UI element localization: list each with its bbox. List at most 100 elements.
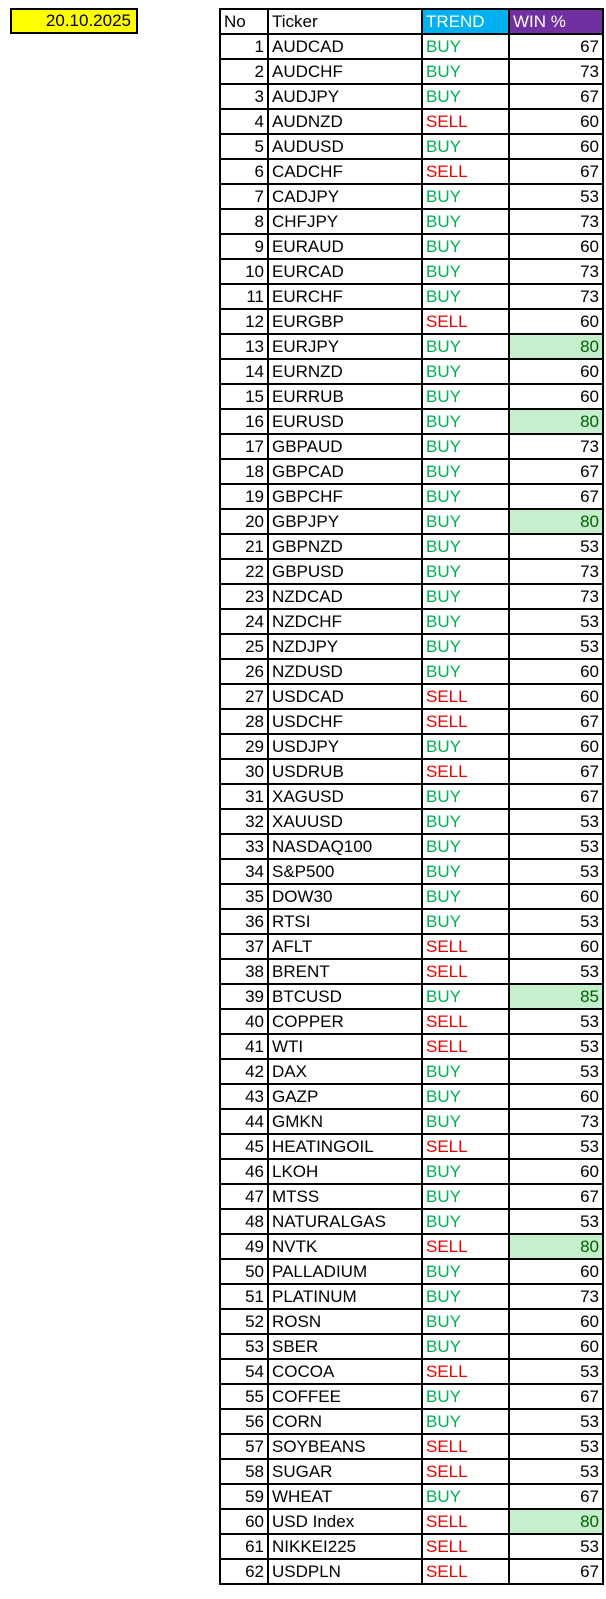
win-percent-cell: 67	[508, 758, 604, 785]
row-number-cell: 57	[219, 1433, 269, 1460]
trend-cell: BUY	[421, 1108, 510, 1135]
ticker-cell: AFLT	[267, 933, 423, 960]
table-row: 58 SUGAR SELL 53	[219, 1458, 604, 1485]
header-row: No Ticker TREND WIN %	[219, 8, 604, 35]
table-row: 36 RTSI BUY 53	[219, 908, 604, 935]
ticker-cell: NATURALGAS	[267, 1208, 423, 1235]
row-number-cell: 43	[219, 1083, 269, 1110]
table-row: 17 GBPAUD BUY 73	[219, 433, 604, 460]
ticker-cell: AUDCHF	[267, 58, 423, 85]
ticker-cell: EURUSD	[267, 408, 423, 435]
row-number-cell: 16	[219, 408, 269, 435]
row-number-cell: 45	[219, 1133, 269, 1160]
table-row: 41 WTI SELL 53	[219, 1033, 604, 1060]
table-row: 5 AUDUSD BUY 60	[219, 133, 604, 160]
row-number-cell: 29	[219, 733, 269, 760]
trend-cell: BUY	[421, 258, 510, 285]
ticker-cell: LKOH	[267, 1158, 423, 1185]
trend-cell: BUY	[421, 358, 510, 385]
ticker-cell: HEATINGOIL	[267, 1133, 423, 1160]
ticker-cell: GBPNZD	[267, 533, 423, 560]
win-percent-cell: 80	[508, 1233, 604, 1260]
trend-cell: BUY	[421, 1383, 510, 1410]
win-percent-cell: 53	[508, 908, 604, 935]
trend-cell: BUY	[421, 1158, 510, 1185]
row-number-cell: 13	[219, 333, 269, 360]
row-number-cell: 33	[219, 833, 269, 860]
row-number-cell: 46	[219, 1158, 269, 1185]
trend-cell: BUY	[421, 883, 510, 910]
win-percent-cell: 73	[508, 583, 604, 610]
ticker-cell: USDCAD	[267, 683, 423, 710]
table-row: 24 NZDCHF BUY 53	[219, 608, 604, 635]
trend-cell: SELL	[421, 308, 510, 335]
table-row: 1 AUDCAD BUY 67	[219, 33, 604, 60]
win-percent-cell: 53	[508, 608, 604, 635]
table-row: 37 AFLT SELL 60	[219, 933, 604, 960]
table-row: 57 SOYBEANS SELL 53	[219, 1433, 604, 1460]
row-number-cell: 38	[219, 958, 269, 985]
win-percent-cell: 67	[508, 458, 604, 485]
table-row: 55 COFFEE BUY 67	[219, 1383, 604, 1410]
ticker-cell: EURJPY	[267, 333, 423, 360]
ticker-cell: USD Index	[267, 1508, 423, 1535]
row-number-cell: 22	[219, 558, 269, 585]
row-number-cell: 21	[219, 533, 269, 560]
ticker-cell: MTSS	[267, 1183, 423, 1210]
ticker-cell: S&P500	[267, 858, 423, 885]
trend-cell: BUY	[421, 1208, 510, 1235]
trend-cell: BUY	[421, 433, 510, 460]
ticker-cell: AUDJPY	[267, 83, 423, 110]
table-row: 19 GBPCHF BUY 67	[219, 483, 604, 510]
ticker-cell: NASDAQ100	[267, 833, 423, 860]
row-number-cell: 15	[219, 383, 269, 410]
row-number-cell: 55	[219, 1383, 269, 1410]
row-number-cell: 25	[219, 633, 269, 660]
ticker-cell: CORN	[267, 1408, 423, 1435]
ticker-cell: EURNZD	[267, 358, 423, 385]
table-row: 13 EURJPY BUY 80	[219, 333, 604, 360]
row-number-cell: 17	[219, 433, 269, 460]
table-row: 2 AUDCHF BUY 73	[219, 58, 604, 85]
table-row: 6 CADCHF SELL 67	[219, 158, 604, 185]
win-percent-cell: 53	[508, 1208, 604, 1235]
ticker-cell: DAX	[267, 1058, 423, 1085]
row-number-cell: 50	[219, 1258, 269, 1285]
ticker-cell: NZDUSD	[267, 658, 423, 685]
ticker-cell: EURGBP	[267, 308, 423, 335]
trend-cell: SELL	[421, 758, 510, 785]
table-row: 32 XAUUSD BUY 53	[219, 808, 604, 835]
row-number-cell: 4	[219, 108, 269, 135]
row-number-cell: 59	[219, 1483, 269, 1510]
trend-cell: BUY	[421, 183, 510, 210]
table-row: 44 GMKN BUY 73	[219, 1108, 604, 1135]
row-number-cell: 9	[219, 233, 269, 260]
ticker-cell: USDJPY	[267, 733, 423, 760]
table-row: 62 USDPLN SELL 67	[219, 1558, 604, 1585]
trend-cell: BUY	[421, 1183, 510, 1210]
ticker-cell: BTCUSD	[267, 983, 423, 1010]
win-percent-cell: 73	[508, 1108, 604, 1135]
ticker-cell: XAGUSD	[267, 783, 423, 810]
row-number-cell: 1	[219, 33, 269, 60]
table-row: 22 GBPUSD BUY 73	[219, 558, 604, 585]
table-row: 30 USDRUB SELL 67	[219, 758, 604, 785]
row-number-cell: 18	[219, 458, 269, 485]
trend-cell: BUY	[421, 1483, 510, 1510]
col-header-win-percent: WIN %	[508, 8, 604, 35]
ticker-cell: NZDCHF	[267, 608, 423, 635]
win-percent-cell: 60	[508, 133, 604, 160]
trend-cell: BUY	[421, 583, 510, 610]
ticker-cell: EURRUB	[267, 383, 423, 410]
win-percent-cell: 67	[508, 1183, 604, 1210]
trend-cell: SELL	[421, 1033, 510, 1060]
trend-cell: BUY	[421, 333, 510, 360]
win-percent-cell: 73	[508, 1283, 604, 1310]
win-percent-cell: 80	[508, 333, 604, 360]
table-row: 8 CHFJPY BUY 73	[219, 208, 604, 235]
row-number-cell: 5	[219, 133, 269, 160]
ticker-cell: AUDCAD	[267, 33, 423, 60]
table-row: 29 USDJPY BUY 60	[219, 733, 604, 760]
row-number-cell: 52	[219, 1308, 269, 1335]
table-row: 20 GBPJPY BUY 80	[219, 508, 604, 535]
